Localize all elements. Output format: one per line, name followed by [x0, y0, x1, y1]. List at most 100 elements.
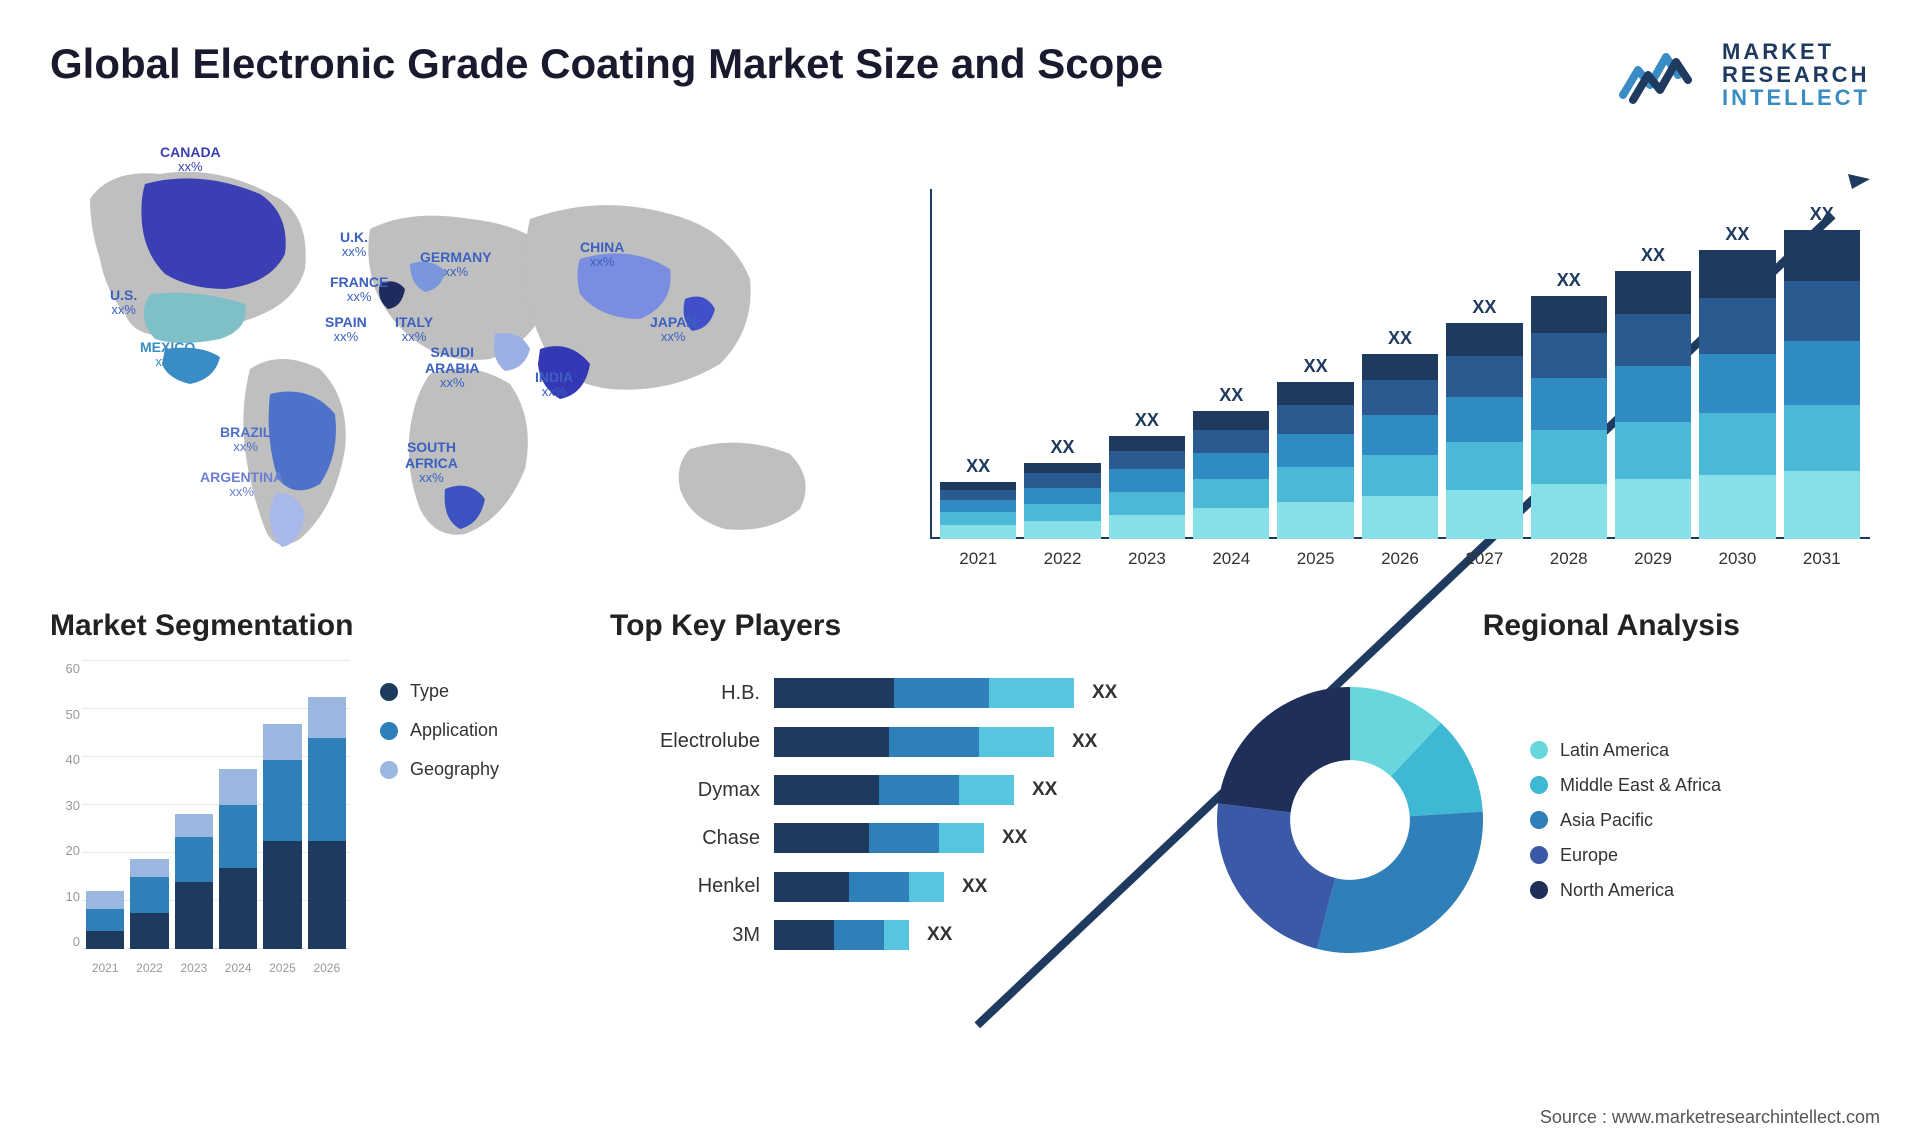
legend-item: Application [380, 720, 499, 741]
regional-title: Regional Analysis [1210, 609, 1870, 643]
seg-x-label: 2026 [308, 961, 346, 975]
legend-label: Type [410, 681, 449, 702]
seg-bar [219, 769, 257, 949]
legend-swatch-icon [1530, 881, 1548, 899]
player-row: Henkel XX [610, 869, 1170, 905]
seg-bar [175, 814, 213, 949]
regional-donut-chart [1210, 680, 1490, 960]
growth-x-label: 2027 [1446, 549, 1522, 569]
growth-x-label: 2025 [1277, 549, 1353, 569]
growth-x-label: 2023 [1109, 549, 1185, 569]
seg-x-label: 2025 [263, 961, 301, 975]
player-row: Chase XX [610, 820, 1170, 856]
legend-label: Asia Pacific [1560, 810, 1653, 831]
legend-label: Geography [410, 759, 499, 780]
logo-line3: INTELLECT [1722, 86, 1870, 109]
legend-swatch-icon [380, 761, 398, 779]
player-bar [774, 920, 909, 950]
map-label-brazil: BRAZILxx% [220, 424, 271, 455]
player-name: Chase [610, 827, 760, 850]
player-name: Henkel [610, 875, 760, 898]
map-label-germany: GERMANYxx% [420, 249, 492, 280]
player-value: XX [923, 924, 952, 946]
seg-y-tick: 20 [50, 843, 80, 858]
map-label-argentina: ARGENTINAxx% [200, 469, 283, 500]
player-row: ElectrolubeXX [610, 724, 1170, 760]
growth-x-label: 2022 [1024, 549, 1100, 569]
map-label-saudi: SAUDIARABIAxx% [425, 344, 479, 391]
seg-x-label: 2024 [219, 961, 257, 975]
brand-logo: MARKET RESEARCH INTELLECT [1618, 40, 1870, 109]
growth-bar: XX [1193, 411, 1269, 539]
legend-item: Latin America [1530, 740, 1721, 761]
seg-x-label: 2021 [86, 961, 124, 975]
regional-legend: Latin America Middle East & Africa Asia Pa… [1530, 740, 1721, 901]
player-row: 3MXX [610, 917, 1170, 953]
legend-item: North America [1530, 880, 1721, 901]
donut-slice [1217, 804, 1335, 949]
seg-bar [263, 724, 301, 949]
legend-item: Asia Pacific [1530, 810, 1721, 831]
growth-bar: XX [1531, 296, 1607, 540]
player-value: XX [958, 876, 987, 898]
seg-x-label: 2023 [175, 961, 213, 975]
legend-swatch-icon [1530, 846, 1548, 864]
seg-x-label: 2022 [130, 961, 168, 975]
map-label-southafrica: SOUTHAFRICAxx% [405, 439, 458, 486]
seg-bar [86, 891, 124, 950]
growth-bar: XX [940, 482, 1016, 540]
map-label-us: U.S.xx% [110, 287, 137, 318]
player-bar [774, 872, 944, 902]
legend-item: Middle East & Africa [1530, 775, 1721, 796]
legend-label: Europe [1560, 845, 1618, 866]
donut-slice [1317, 812, 1483, 953]
map-label-china: CHINAxx% [580, 239, 624, 270]
growth-x-label: 2030 [1699, 549, 1775, 569]
player-row: Dymax XX [610, 772, 1170, 808]
seg-y-tick: 0 [50, 934, 80, 949]
legend-label: Middle East & Africa [1560, 775, 1721, 796]
logo-line1: MARKET [1722, 40, 1870, 63]
players-title: Top Key Players [610, 609, 1170, 643]
player-bar [774, 775, 1014, 805]
player-name: H.B. [610, 682, 760, 705]
legend-item: Type [380, 681, 499, 702]
seg-y-tick: 30 [50, 798, 80, 813]
legend-swatch-icon [380, 722, 398, 740]
legend-label: Latin America [1560, 740, 1669, 761]
player-value: XX [998, 827, 1027, 849]
player-name: Electrolube [610, 730, 760, 753]
world-map-panel: CANADAxx% U.S.xx%MEXICOxx% BRAZILxx% ARGENT… [50, 139, 870, 569]
legend-item: Geography [380, 759, 499, 780]
player-value: XX [1088, 682, 1117, 704]
map-label-spain: SPAINxx% [325, 314, 367, 345]
growth-bar: XX [1024, 463, 1100, 539]
growth-x-label: 2021 [940, 549, 1016, 569]
growth-bar: XX [1615, 271, 1691, 539]
player-value: XX [1028, 779, 1057, 801]
growth-bar: XX [1277, 382, 1353, 539]
player-bar [774, 823, 984, 853]
key-players-panel: Top Key Players H.B.XXElectrolubeXXDymax… [610, 609, 1170, 979]
map-label-india: INDIAxx% [535, 369, 573, 400]
source-attribution: Source : www.marketresearchintellect.com [1540, 1107, 1880, 1128]
map-label-canada: CANADAxx% [160, 144, 221, 175]
legend-swatch-icon [1530, 741, 1548, 759]
map-label-italy: ITALYxx% [395, 314, 433, 345]
growth-bar: XX [1784, 230, 1860, 540]
growth-bar: XX [1362, 354, 1438, 540]
map-label-uk: U.K.xx% [340, 229, 368, 260]
legend-item: Europe [1530, 845, 1721, 866]
map-label-mexico: MEXICOxx% [140, 339, 195, 370]
player-name: Dymax [610, 779, 760, 802]
segmentation-panel: Market Segmentation 6050403020100 202120… [50, 609, 570, 979]
seg-y-tick: 10 [50, 889, 80, 904]
arrowhead-icon [1848, 171, 1872, 191]
growth-bar: XX [1699, 250, 1775, 539]
legend-swatch-icon [1530, 811, 1548, 829]
player-bar [774, 727, 1054, 757]
donut-slice [1218, 687, 1350, 812]
growth-bar: XX [1109, 436, 1185, 539]
logo-line2: RESEARCH [1722, 63, 1870, 86]
logo-mark-icon [1618, 45, 1708, 105]
